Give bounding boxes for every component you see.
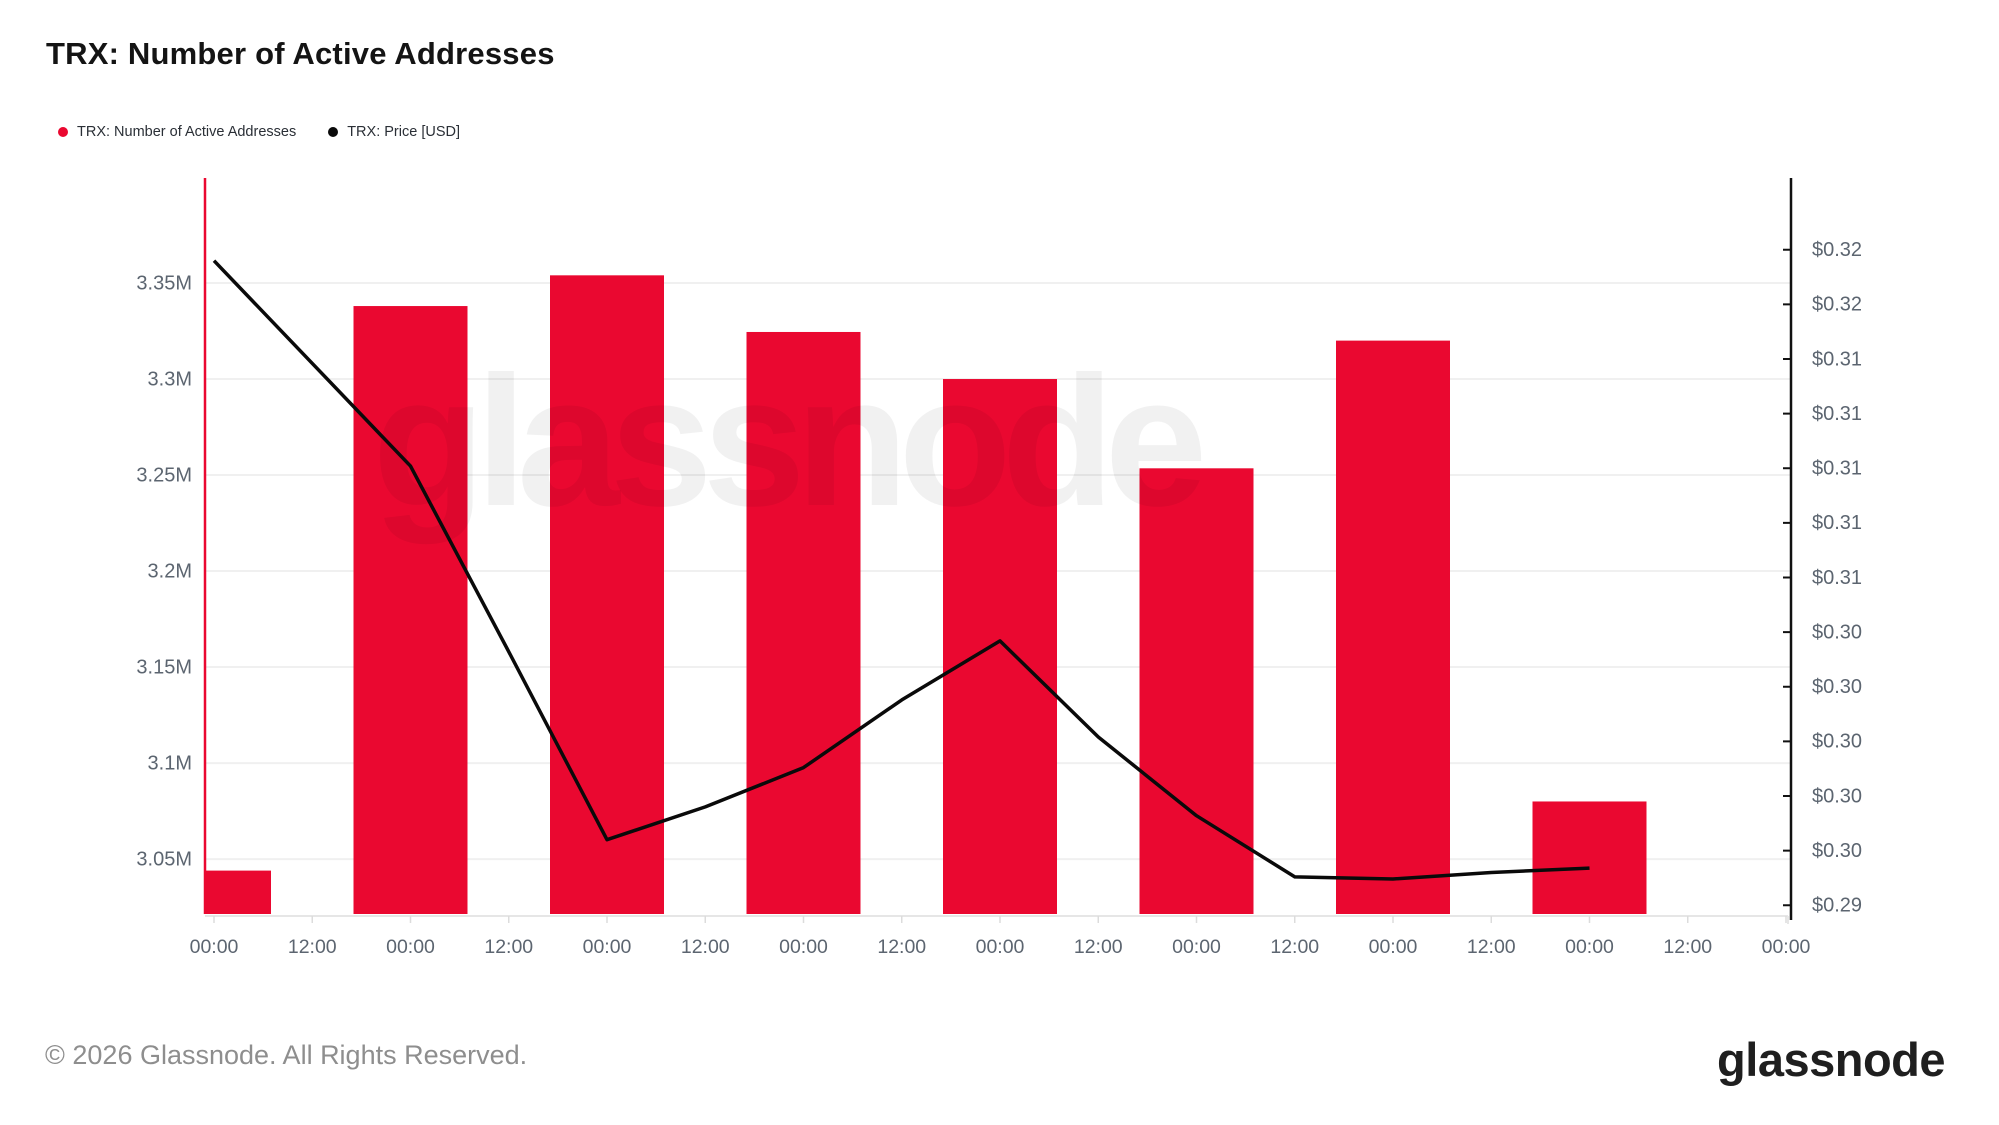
bar[interactable]	[353, 306, 468, 914]
x-tick-label: 12:00	[1270, 936, 1319, 958]
right-axis-tick-label: $0.31	[1812, 348, 1862, 370]
legend-marker-black-dot-icon	[328, 127, 339, 137]
bar[interactable]	[157, 870, 271, 914]
right-axis-tick-label: $0.30	[1812, 676, 1862, 698]
left-axis-tick-label: 3.05M	[136, 848, 192, 870]
legend-item-active-addresses[interactable]: TRX: Number of Active Addresses	[58, 124, 296, 140]
bar[interactable]	[1532, 801, 1647, 914]
bar-series	[157, 275, 1647, 914]
legend-marker-red-dot-icon	[58, 127, 68, 137]
x-tick-label: 12:00	[877, 936, 926, 958]
bar[interactable]	[943, 379, 1057, 914]
x-tick-label: 12:00	[1467, 936, 1516, 958]
left-axis-tick-label: 3.3M	[148, 368, 192, 390]
left-axis-tick-label: 3.1M	[148, 752, 192, 774]
legend-item-price[interactable]: TRX: Price [USD]	[328, 124, 460, 140]
bar[interactable]	[746, 331, 861, 914]
x-axis-ticks	[213, 916, 1787, 923]
glassnode-logo: glassnode	[1717, 1033, 1945, 1086]
left-axis-tick-label: 3.15M	[136, 656, 192, 678]
bar[interactable]	[550, 275, 664, 914]
footer-copyright: © 2026 Glassnode. All Rights Reserved.	[45, 1040, 528, 1070]
glassnode-watermark: glassnode	[373, 339, 1202, 545]
right-axis-tick-label: $0.32	[1812, 239, 1862, 261]
x-tick-label: 00:00	[583, 936, 632, 958]
left-axis-tick-label: 3.35M	[136, 272, 192, 294]
x-tick-label: 12:00	[484, 936, 533, 958]
right-axis-tick-label: $0.31	[1812, 458, 1862, 480]
right-axis-tick-label: $0.30	[1812, 785, 1862, 807]
legend-label-price: TRX: Price [USD]	[347, 124, 460, 140]
x-tick-label: 00:00	[1762, 936, 1811, 958]
right-axis-tick-label: $0.32	[1812, 294, 1862, 316]
chart-title: TRX: Number of Active Addresses	[46, 36, 555, 71]
x-tick-label: 00:00	[1369, 936, 1418, 958]
bar[interactable]	[1336, 340, 1450, 914]
x-tick-label: 00:00	[779, 936, 828, 958]
x-tick-label: 00:00	[1565, 936, 1614, 958]
right-axis-tick-label: $0.30	[1812, 731, 1862, 753]
x-tick-label: 00:00	[190, 936, 239, 958]
price-line[interactable]	[212, 259, 1590, 881]
x-tick-label: 12:00	[681, 936, 730, 958]
right-axis-tick-label: $0.30	[1812, 840, 1862, 862]
right-axis-tick-label: $0.31	[1812, 512, 1862, 534]
x-tick-label: 00:00	[976, 936, 1025, 958]
chart-legend: TRX: Number of Active Addresses TRX: Pri…	[58, 124, 492, 140]
x-tick-label: 12:00	[1074, 936, 1123, 958]
right-axis-tick-label: $0.30	[1812, 621, 1862, 643]
right-axis-tick-label: $0.31	[1812, 403, 1862, 425]
legend-label-active-addresses: TRX: Number of Active Addresses	[77, 124, 297, 140]
x-axis-labels: 00:00 12:00 00:00 12:00 00:00 12:00 00:00 12:00…	[190, 936, 1811, 958]
x-tick-label: 12:00	[1663, 936, 1712, 958]
x-tick-label: 12:00	[288, 936, 337, 958]
left-axis-tick-label: 3.2M	[148, 560, 192, 582]
left-axis-labels: 3.35M 3.3M 3.25M 3.2M 3.15M 3.1M 3.05M	[136, 272, 192, 870]
right-axis-tick-label: $0.31	[1812, 567, 1862, 589]
right-axis-labels: $0.32 $0.32 $0.31 $0.31 $0.31 $0.31 $0.31 $0.30…	[1783, 239, 1862, 917]
x-tick-label: 00:00	[1172, 936, 1221, 958]
x-tick-label: 00:00	[386, 936, 435, 958]
right-axis-tick-label: $0.29	[1812, 895, 1862, 917]
left-axis-tick-label: 3.25M	[136, 464, 192, 486]
